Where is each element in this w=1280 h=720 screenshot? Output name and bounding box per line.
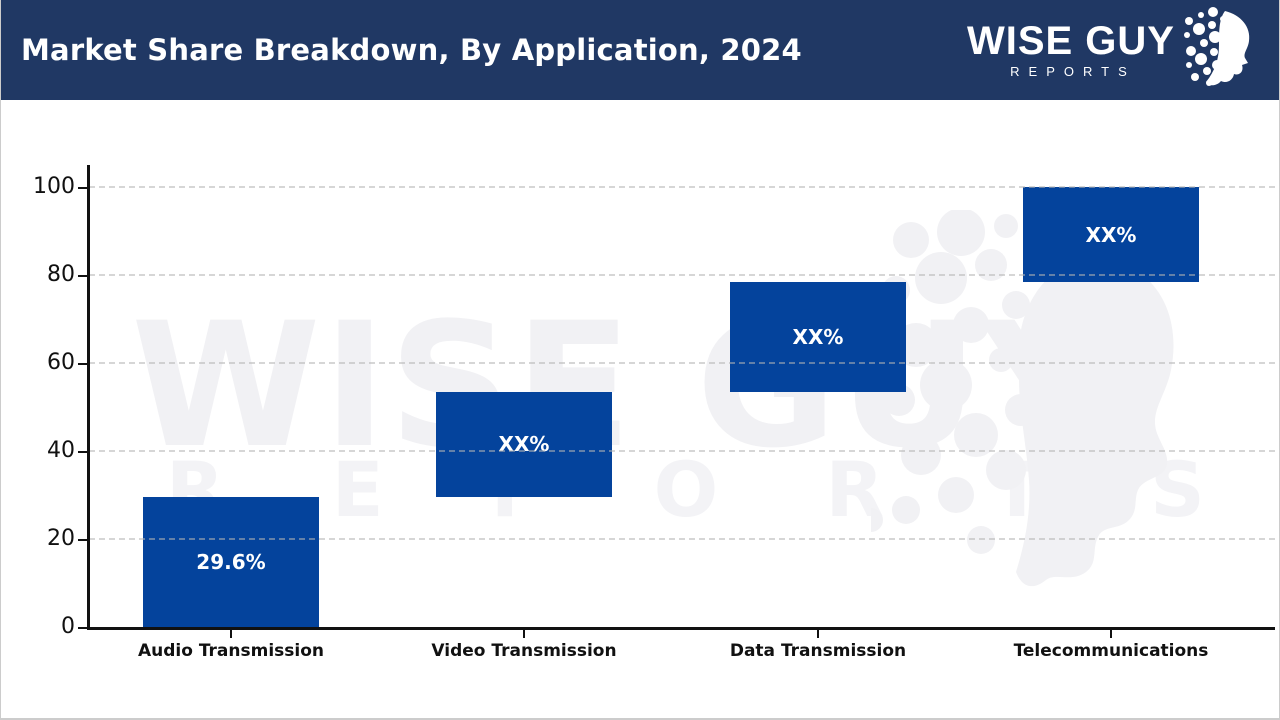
chart-canvas: WISE GUY R E P O R T S 29.6% XX% XX% XX% 0 20… <box>1 100 1279 718</box>
bar-value-label: XX% <box>498 432 550 457</box>
bar-telecommunications: XX% <box>1023 187 1199 283</box>
bar-data-transmission: XX% <box>730 282 906 393</box>
header-band: Market Share Breakdown, By Application, … <box>1 0 1279 100</box>
gridline-20 <box>89 538 1275 540</box>
y-tick-label-0: 0 <box>61 614 75 639</box>
wise-guy-logo: WISE GUY REPORTS <box>967 7 1279 93</box>
gridline-80 <box>89 274 1275 276</box>
y-tick-80 <box>78 275 87 277</box>
y-tick-label-80: 80 <box>47 262 75 287</box>
y-tick-label-20: 20 <box>47 526 75 551</box>
y-tick-40 <box>78 451 87 453</box>
chart-title: Market Share Breakdown, By Application, … <box>21 33 802 67</box>
y-tick-0 <box>78 627 87 629</box>
x-category-label: Audio Transmission <box>137 641 325 661</box>
x-tick-2 <box>523 629 525 638</box>
x-tick-4 <box>1110 629 1112 638</box>
bar-value-label: XX% <box>1085 222 1137 247</box>
x-axis-spine <box>87 627 1275 630</box>
gridline-60 <box>89 362 1275 364</box>
bar-value-label: 29.6% <box>196 549 266 574</box>
logo-subtitle: REPORTS <box>1010 64 1136 79</box>
y-axis-spine <box>87 165 90 629</box>
bar-audio-transmission: 29.6% <box>143 496 319 627</box>
y-tick-20 <box>78 539 87 541</box>
gridline-40 <box>89 450 1275 452</box>
logo-text: WISE GUY REPORTS <box>967 21 1175 79</box>
x-category-label: Telecommunications <box>1013 641 1209 661</box>
y-tick-60 <box>78 363 87 365</box>
x-tick-1 <box>230 629 232 638</box>
y-tick-label-100: 100 <box>33 174 75 199</box>
bar-value-label: XX% <box>792 325 844 350</box>
y-tick-label-60: 60 <box>47 350 75 375</box>
y-tick-label-40: 40 <box>47 438 75 463</box>
x-category-label: Video Transmission <box>431 641 617 661</box>
x-tick-3 <box>817 629 819 638</box>
logo-wordmark: WISE GUY <box>966 19 1175 63</box>
watermark-face-icon <box>871 210 1174 587</box>
logo-face-icon <box>1184 7 1250 86</box>
gridline-100 <box>89 186 1275 188</box>
y-tick-100 <box>78 187 87 189</box>
bar-video-transmission: XX% <box>436 392 612 497</box>
x-category-label: Data Transmission <box>729 641 907 661</box>
